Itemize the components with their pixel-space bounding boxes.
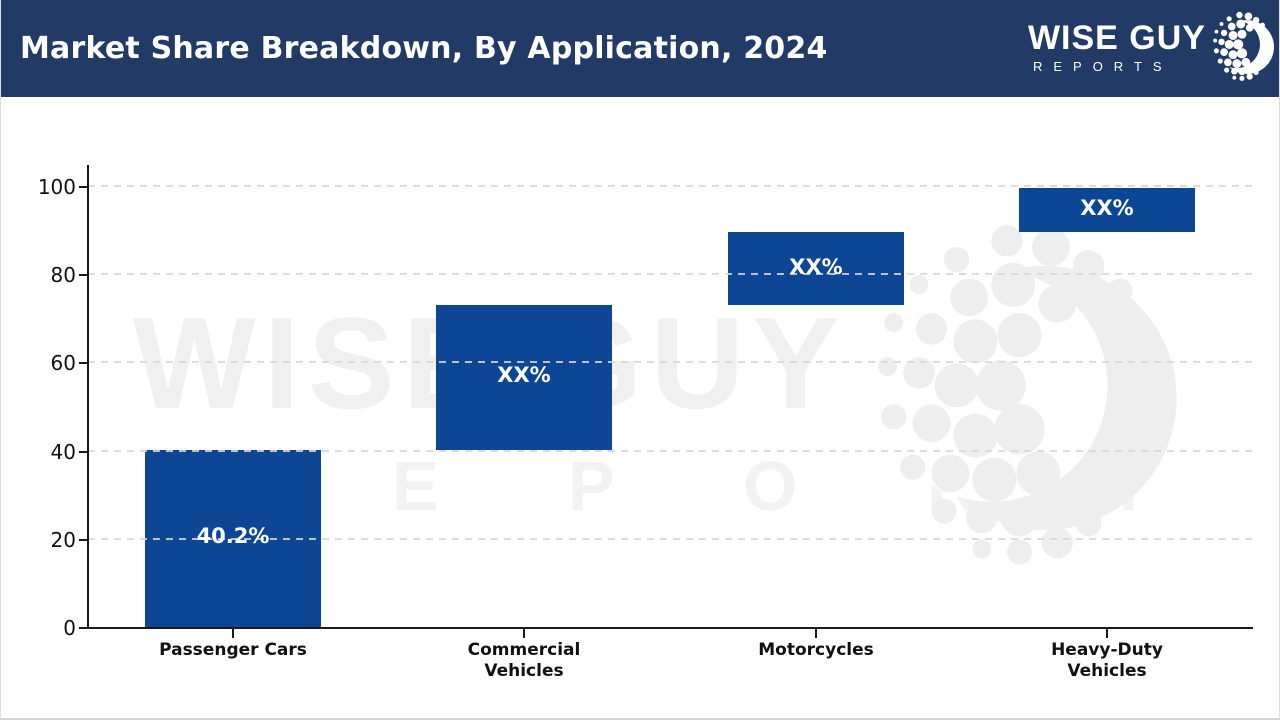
x-category-label: Commercial Vehicles [467,640,581,681]
x-category-label: Passenger Cars [159,640,307,660]
x-tick-mark [523,629,525,638]
gridline [88,273,1253,276]
bar-value-label: XX% [789,255,843,279]
x-tick-mark [815,629,817,638]
logo-wordmark-line2: REPORTS [1032,59,1173,74]
y-tick-label: 60 [50,351,76,376]
bar-segment [1019,188,1195,232]
gridline [88,537,1253,540]
y-tick-label: 80 [50,263,76,288]
bar-value-label: XX% [497,363,551,387]
y-tick-label: 20 [50,527,76,552]
bar-value-label: XX% [1080,196,1134,220]
gridline [88,361,1253,364]
logo-head-icon [1212,11,1274,81]
header: Market Share Breakdown, By Application, … [0,0,1280,97]
x-tick-mark [232,629,234,638]
logo-wordmark-line1: WISE GUY [1027,19,1206,57]
bar-value-label: 40.2% [196,524,270,548]
watermark-head-icon [874,225,1177,565]
y-tick-label: 100 [37,175,76,199]
x-category-label: Motorcycles [758,640,874,660]
y-tick-mark [79,362,87,365]
y-axis-line [87,164,89,629]
y-tick-mark [79,538,87,541]
y-tick-mark [79,274,87,277]
gridline [88,185,1253,187]
y-tick-mark [79,450,87,453]
y-tick-label: 0 [63,616,76,640]
y-tick-label: 40 [50,439,76,464]
y-tick-mark [79,627,87,629]
logo-wordmark: WISE GUY REPORTS [1028,20,1206,74]
x-category-label: Heavy-Duty Vehicles [1051,640,1163,681]
page-title: Market Share Breakdown, By Application, … [20,31,828,66]
bar-segment [728,232,904,305]
wise-guy-logo: WISE GUY REPORTS [1028,7,1274,87]
gridline [88,449,1253,452]
bar-segment [436,305,612,450]
y-tick-mark [79,186,87,188]
x-axis-line [87,627,1253,629]
x-tick-mark [1106,629,1108,638]
